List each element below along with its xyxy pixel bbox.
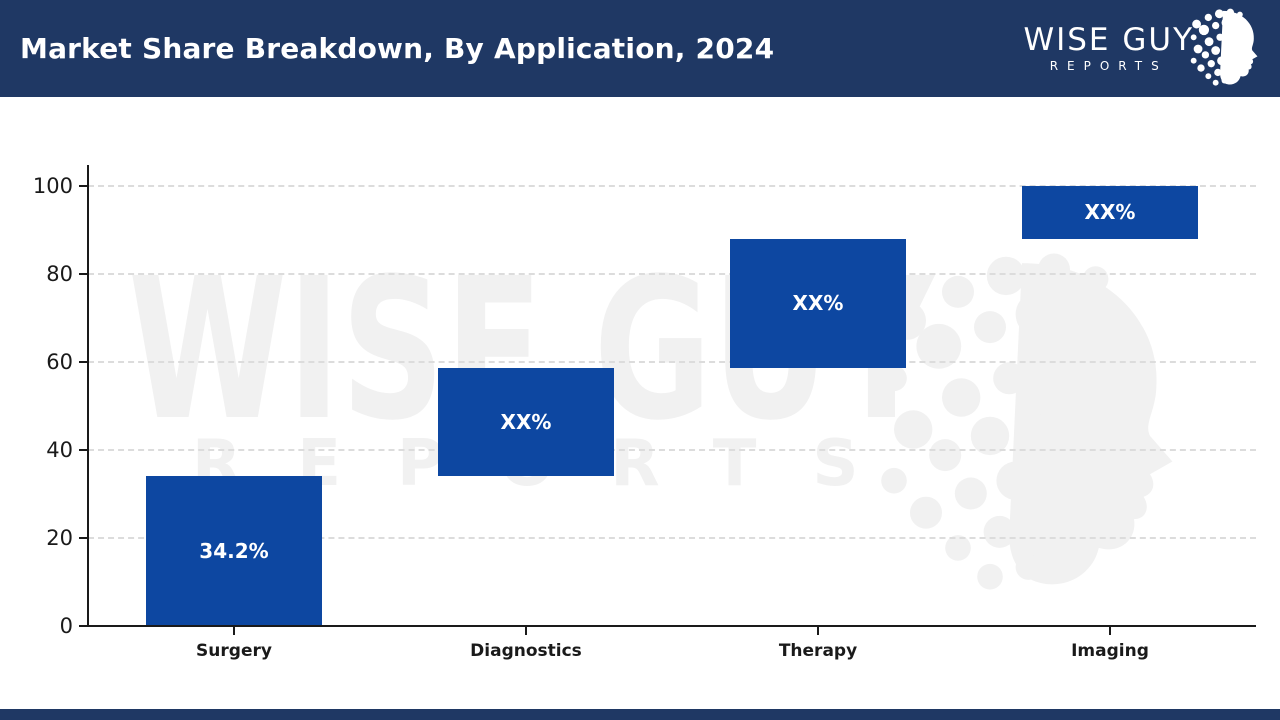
x-category-label: Diagnostics [470, 641, 582, 661]
y-tick-label: 20 [46, 526, 73, 550]
y-tick-mark [79, 449, 88, 451]
x-tick-mark [817, 627, 819, 635]
y-tick-label: 40 [46, 438, 73, 462]
gridline [88, 537, 1256, 539]
watermark-head-icon [881, 253, 1173, 590]
x-tick-mark [233, 627, 235, 635]
bar-value-label: XX% [792, 291, 844, 316]
wiseguy-head-icon [1190, 8, 1258, 86]
header-bar: Market Share Breakdown, By Application, … [0, 0, 1280, 97]
y-tick-label: 100 [32, 174, 73, 198]
gridline [88, 185, 1256, 187]
gridline [88, 273, 1256, 275]
x-category-label: Imaging [1071, 641, 1149, 661]
x-category-label: Surgery [196, 641, 272, 661]
wiseguy-logo-text: WISE GUY REPORTS [1023, 24, 1194, 73]
y-tick-label: 60 [46, 350, 73, 374]
x-tick-mark [525, 627, 527, 635]
chart-title: Market Share Breakdown, By Application, … [20, 32, 775, 65]
logo-reports-label: REPORTS [1049, 58, 1168, 73]
bar-value-label: XX% [500, 409, 552, 434]
y-tick-label: 80 [46, 262, 73, 286]
y-tick-mark [79, 273, 88, 275]
y-tick-mark [79, 185, 88, 187]
x-axis [87, 625, 1256, 627]
bar-diagnostics [438, 368, 614, 476]
bar-value-label: XX% [1084, 200, 1136, 225]
x-tick-mark [1109, 627, 1111, 635]
y-axis [87, 165, 89, 627]
bar-surgery [146, 475, 322, 626]
y-tick-label: 0 [59, 614, 73, 638]
gridline [88, 449, 1256, 451]
y-tick-mark [79, 537, 88, 539]
bar-value-label: 34.2% [199, 538, 269, 563]
bar-therapy [730, 238, 906, 369]
y-tick-mark [79, 361, 88, 363]
x-category-label: Therapy [778, 641, 858, 661]
y-tick-mark [79, 625, 88, 627]
bar-imaging [1022, 186, 1198, 239]
logo-wiseguy-label: WISE GUY [1023, 22, 1194, 59]
wiseguy-logo: WISE GUY REPORTS [1023, 0, 1266, 97]
gridline [88, 361, 1256, 363]
footer-bar [0, 709, 1280, 720]
